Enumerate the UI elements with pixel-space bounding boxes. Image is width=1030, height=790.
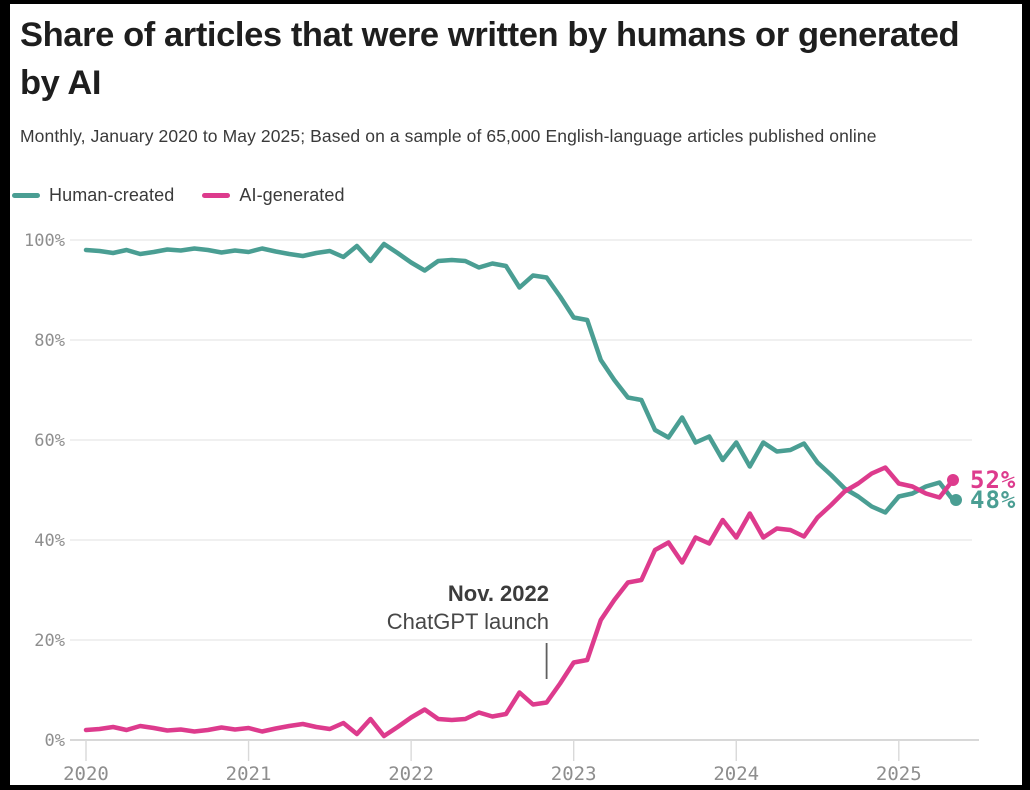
y-tick-label-80: 80% [34, 331, 65, 351]
y-tick-label-60: 60% [34, 431, 65, 451]
x-tick-label-2023: 2023 [551, 763, 597, 785]
series-line-human [83, 241, 956, 515]
legend-swatch-human-icon [12, 192, 40, 198]
series-line-ai [83, 465, 956, 739]
page-title: Share of articles that were written by h… [20, 16, 960, 102]
x-tick-label-2020: 2020 [63, 763, 109, 785]
legend-item-ai: AI-generated [202, 184, 345, 206]
x-tick-label-2024: 2024 [713, 763, 759, 785]
legend: Human-created AI-generated [12, 184, 345, 206]
x-tick-label-2021: 2021 [226, 763, 272, 785]
page-subtitle: Monthly, January 2020 to May 2025; Based… [20, 126, 877, 146]
end-label-ai: 52% [970, 466, 1016, 494]
annotation-title: Nov. 2022 [448, 581, 549, 606]
annotation-subtitle: ChatGPT launch [387, 609, 549, 634]
y-tick-label-100: 100% [24, 231, 65, 251]
end-dot-human [950, 494, 962, 506]
legend-swatch-ai-icon [202, 192, 231, 198]
legend-label-ai: AI-generated [239, 184, 345, 205]
y-tick-label-40: 40% [34, 531, 65, 551]
legend-label-human: Human-created [49, 184, 175, 205]
x-tick-label-2022: 2022 [388, 763, 434, 785]
x-tick-label-2025: 2025 [876, 763, 922, 785]
y-tick-label-20: 20% [34, 631, 65, 651]
end-dot-ai [947, 474, 959, 486]
y-tick-label-0: 0% [45, 731, 65, 751]
legend-item-human: Human-created [12, 185, 174, 206]
end-label-human: 48% [970, 486, 1016, 514]
chart-background-sheet [10, 4, 1022, 785]
